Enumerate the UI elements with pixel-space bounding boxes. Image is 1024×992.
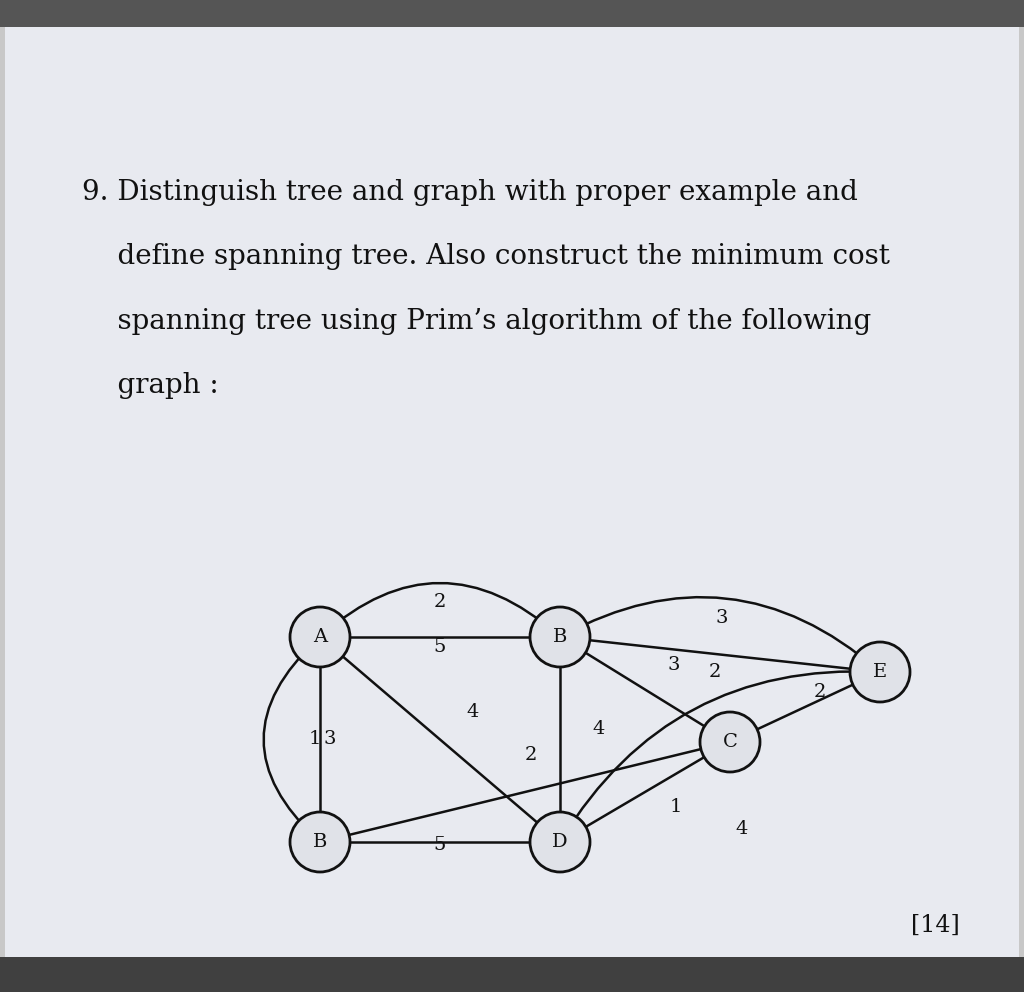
Text: A: A (313, 628, 327, 646)
Text: B: B (553, 628, 567, 646)
Text: 1: 1 (309, 730, 322, 749)
Text: D: D (552, 833, 568, 851)
Text: 3: 3 (716, 609, 728, 627)
Text: 3: 3 (668, 656, 680, 674)
Text: 5: 5 (434, 639, 446, 657)
Text: graph :: graph : (82, 372, 219, 399)
Text: 9. Distinguish tree and graph with proper example and: 9. Distinguish tree and graph with prope… (82, 179, 858, 205)
Text: 5: 5 (434, 836, 446, 854)
Text: 4: 4 (735, 820, 748, 838)
Circle shape (530, 812, 590, 872)
Circle shape (700, 712, 760, 772)
Text: C: C (723, 733, 737, 751)
Text: 4: 4 (467, 702, 479, 720)
Text: 2: 2 (524, 747, 538, 765)
Bar (0, 957, 1024, 992)
FancyArrowPatch shape (323, 583, 558, 635)
Text: E: E (872, 663, 887, 681)
Text: B: B (312, 833, 328, 851)
Circle shape (850, 642, 910, 702)
Text: [14]: [14] (911, 914, 961, 937)
Circle shape (290, 607, 350, 667)
Text: define spanning tree. Also construct the minimum cost: define spanning tree. Also construct the… (82, 243, 890, 270)
Text: 2: 2 (814, 682, 826, 700)
Text: 3: 3 (324, 730, 336, 749)
Text: spanning tree using Prim’s algorithm of the following: spanning tree using Prim’s algorithm of … (82, 308, 871, 334)
FancyArrowPatch shape (562, 597, 878, 671)
FancyArrowPatch shape (561, 672, 878, 839)
Text: 2: 2 (709, 663, 721, 681)
Text: 2: 2 (434, 593, 446, 611)
FancyArrowPatch shape (263, 639, 318, 840)
Circle shape (530, 607, 590, 667)
Circle shape (290, 812, 350, 872)
Text: 4: 4 (593, 720, 605, 738)
Bar (0, 0, 1024, 27)
Text: 1: 1 (670, 798, 682, 815)
